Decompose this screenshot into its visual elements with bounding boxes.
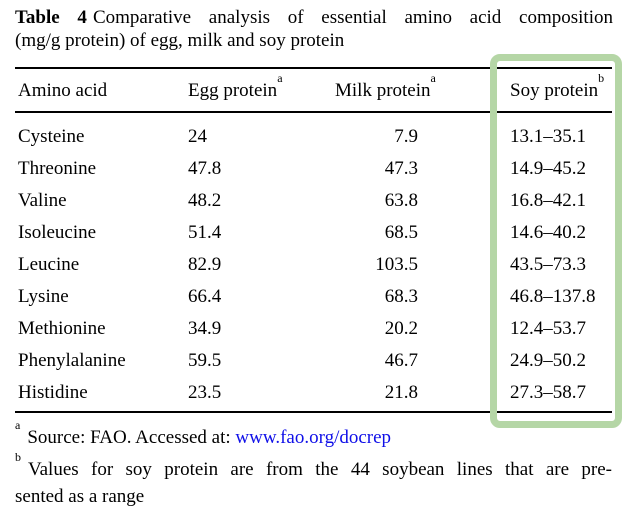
amino-acid-name: Isoleucine (18, 222, 97, 243)
column-header-egg-protein: Egg proteina (188, 70, 283, 101)
footnote-b-line-1: b Values for soy protein are from the 44 … (15, 451, 612, 483)
footnote-a-text: Source: FAO. Accessed at: (27, 427, 236, 448)
milk-protein-value: 68.3 (384, 286, 418, 307)
caption-line-2: (mg/g protein) of egg, milk and soy prot… (15, 30, 345, 51)
column-header-amino-acid: Amino acid (18, 80, 108, 101)
egg-protein-value: 66.4 (188, 286, 222, 307)
footnote-b-line-2: sented as a range (15, 486, 145, 507)
table-row: Cysteine 24 7.9 13.1–35.1 (15, 121, 612, 153)
caption-line-1: Table 4 Comparative analysis of essential… (15, 6, 613, 29)
egg-protein-value: 34.9 (188, 318, 222, 339)
column-header-milk-protein: Milk proteina (335, 70, 436, 101)
header-superscript: a (430, 70, 436, 85)
table-row: Histidine 23.5 21.8 27.3–58.7 (15, 377, 612, 409)
amino-acid-name: Cysteine (18, 126, 85, 147)
table-row: Isoleucine 51.4 68.5 14.6–40.2 (15, 217, 612, 249)
amino-acid-name: Methionine (18, 318, 106, 339)
table-row: Leucine 82.9 103.5 43.5–73.3 (15, 249, 612, 281)
table-row: Threonine 47.8 47.3 14.9–45.2 (15, 153, 612, 185)
milk-protein-value: 103.5 (375, 254, 418, 275)
egg-protein-value: 82.9 (188, 254, 222, 275)
egg-protein-value: 48.2 (188, 190, 222, 211)
table-row: Lysine 66.4 68.3 46.8–137.8 (15, 281, 612, 313)
egg-protein-value: 24 (188, 126, 207, 147)
footnote-b-text: Values for soy protein are from the 44 s… (28, 459, 612, 480)
soy-protein-range: 14.6–40.2 (510, 222, 586, 243)
column-header-soy-protein: Soy proteinb (510, 70, 605, 101)
table-row: Phenylalanine 59.5 46.7 24.9–50.2 (15, 345, 612, 377)
milk-protein-value: 21.8 (384, 382, 418, 403)
footnote-b: b Values for soy protein are from the 44 … (15, 451, 612, 510)
amino-acid-name: Histidine (18, 382, 88, 403)
table-row: Valine 48.2 63.8 16.8–42.1 (15, 185, 612, 217)
caption-text: Comparative analysis of essential amino … (92, 7, 613, 28)
table-caption: Table 4 Comparative analysis of essential… (15, 6, 613, 52)
amino-acid-name: Lysine (18, 286, 69, 307)
amino-acid-name: Phenylalanine (18, 350, 126, 371)
footnote-b-marker: b (15, 449, 21, 464)
table-bottom-rule (15, 411, 612, 413)
amino-acid-name: Threonine (18, 158, 97, 179)
milk-protein-value: 63.8 (384, 190, 418, 211)
soy-protein-range: 12.4–53.7 (510, 318, 586, 339)
milk-protein-value: 68.5 (384, 222, 418, 243)
header-superscript: b (598, 70, 605, 85)
egg-protein-value: 51.4 (188, 222, 222, 243)
soy-protein-range: 46.8–137.8 (510, 286, 596, 307)
soy-protein-range: 14.9–45.2 (510, 158, 586, 179)
amino-acid-name: Valine (18, 190, 67, 211)
soy-protein-range: 16.8–42.1 (510, 190, 586, 211)
soy-protein-range: 43.5–73.3 (510, 254, 586, 275)
table-row: Methionine 34.9 20.2 12.4–53.7 (15, 313, 612, 345)
milk-protein-value: 7.9 (394, 126, 418, 147)
soy-protein-range: 24.9–50.2 (510, 350, 586, 371)
footnote-a-marker: a (15, 417, 21, 432)
fao-link[interactable]: www.fao.org/docrep (235, 427, 392, 448)
egg-protein-value: 47.8 (188, 158, 222, 179)
egg-protein-value: 23.5 (188, 382, 222, 403)
egg-protein-value: 59.5 (188, 350, 222, 371)
table-body: Cysteine 24 7.9 13.1–35.1 Threonine 47.8… (15, 121, 612, 409)
milk-protein-value: 47.3 (384, 158, 418, 179)
header-superscript: a (277, 70, 283, 85)
soy-protein-range: 13.1–35.1 (510, 126, 586, 147)
amino-acid-name: Leucine (18, 254, 80, 275)
milk-protein-value: 20.2 (384, 318, 418, 339)
soy-protein-range: 27.3–58.7 (510, 382, 586, 403)
table-number: Table 4 (15, 7, 87, 28)
footnote-a: a Source: FAO. Accessed at: www.fao.org/d… (15, 419, 612, 449)
milk-protein-value: 46.7 (384, 350, 418, 371)
table-header-rule (15, 111, 612, 113)
table-top-rule (15, 67, 612, 69)
